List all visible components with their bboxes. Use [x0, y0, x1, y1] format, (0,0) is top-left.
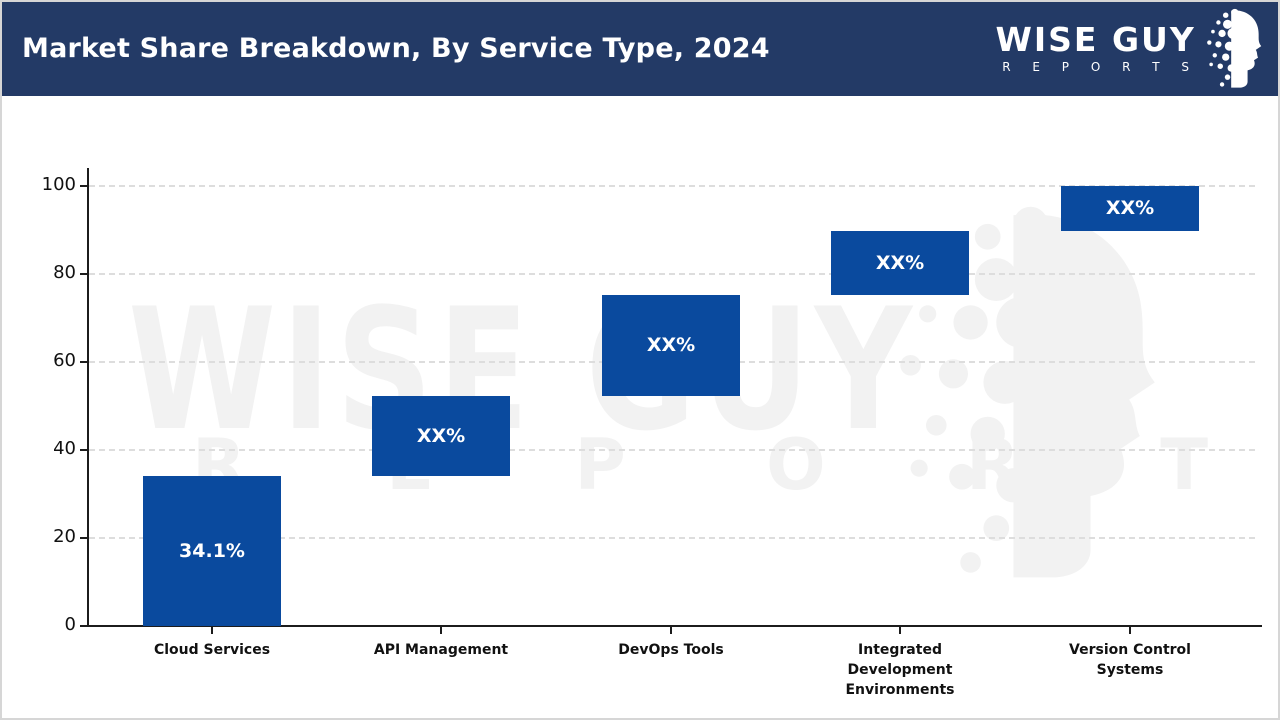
watermark-wordmark: WISE GUY [128, 272, 917, 468]
y-tick-mark-40 [80, 449, 88, 451]
gridline-100 [89, 185, 1255, 187]
category-label-line: Cloud Services [153, 642, 271, 658]
bar-segment: XX% [602, 295, 740, 396]
y-tick-label-0: 0 [64, 614, 76, 635]
bar-value-label: XX% [875, 251, 925, 274]
gridline-80 [89, 273, 1255, 275]
y-tick-mark-20 [80, 537, 88, 539]
x-tick-mark [670, 627, 672, 634]
bar-value-label: 34.1% [179, 539, 245, 562]
y-tick-mark-0 [80, 625, 88, 627]
y-tick-label-40: 40 [53, 438, 76, 459]
bar-value-label: XX% [416, 424, 466, 447]
category-label: DevOps Tools [553, 640, 789, 660]
bar-segment: XX% [372, 395, 510, 476]
category-label-line: API Management [373, 642, 509, 658]
category-label-line: DevOps Tools [618, 642, 724, 658]
gridline-40 [89, 449, 1255, 451]
logo-wordmark: WISE GUY R E P O R T S [993, 23, 1198, 73]
y-tick-mark-80 [80, 273, 88, 275]
y-axis-spine [87, 168, 89, 627]
bar-value-label: XX% [1105, 197, 1155, 220]
x-tick-mark [899, 627, 901, 634]
category-label: Version Control Systems [1012, 640, 1248, 680]
x-tick-mark [211, 627, 213, 634]
category-label-line: Systems [1096, 662, 1164, 678]
category-label: Cloud Services [94, 640, 330, 660]
category-label-line: Version Control [1069, 642, 1191, 658]
y-tick-label-20: 20 [53, 526, 76, 547]
category-label: API Management [323, 640, 559, 660]
category-label-line: Integrated [858, 642, 942, 658]
y-tick-label-80: 80 [53, 262, 76, 283]
category-label-line: Development [847, 662, 953, 678]
logo-wordmark-line1: WISE GUY [995, 20, 1196, 59]
bar-value-label: XX% [646, 334, 696, 357]
header-band: Market Share Breakdown, By Service Type,… [0, 0, 1280, 96]
watermark-head-icon [900, 206, 1155, 578]
bar-segment: 34.1% [143, 475, 281, 626]
x-axis-spine [87, 625, 1262, 627]
bar-segment: XX% [1061, 186, 1199, 231]
category-label-line: Environments [845, 682, 955, 698]
logo-head-icon [1207, 8, 1262, 88]
x-tick-mark [440, 627, 442, 634]
y-tick-label-60: 60 [53, 350, 76, 371]
x-tick-mark [1129, 627, 1131, 634]
y-tick-mark-60 [80, 361, 88, 363]
logo-wordmark-line2: R E P O R T S [1002, 60, 1198, 74]
chart-title: Market Share Breakdown, By Service Type,… [22, 32, 770, 64]
y-tick-label-100: 100 [41, 174, 76, 195]
bar-segment: XX% [831, 230, 969, 296]
gridline-20 [89, 537, 1255, 539]
category-label: Integrated Development Environments [782, 640, 1018, 700]
y-tick-mark-100 [80, 185, 88, 187]
wise-guy-reports-logo: WISE GUY R E P O R T S [993, 7, 1280, 89]
